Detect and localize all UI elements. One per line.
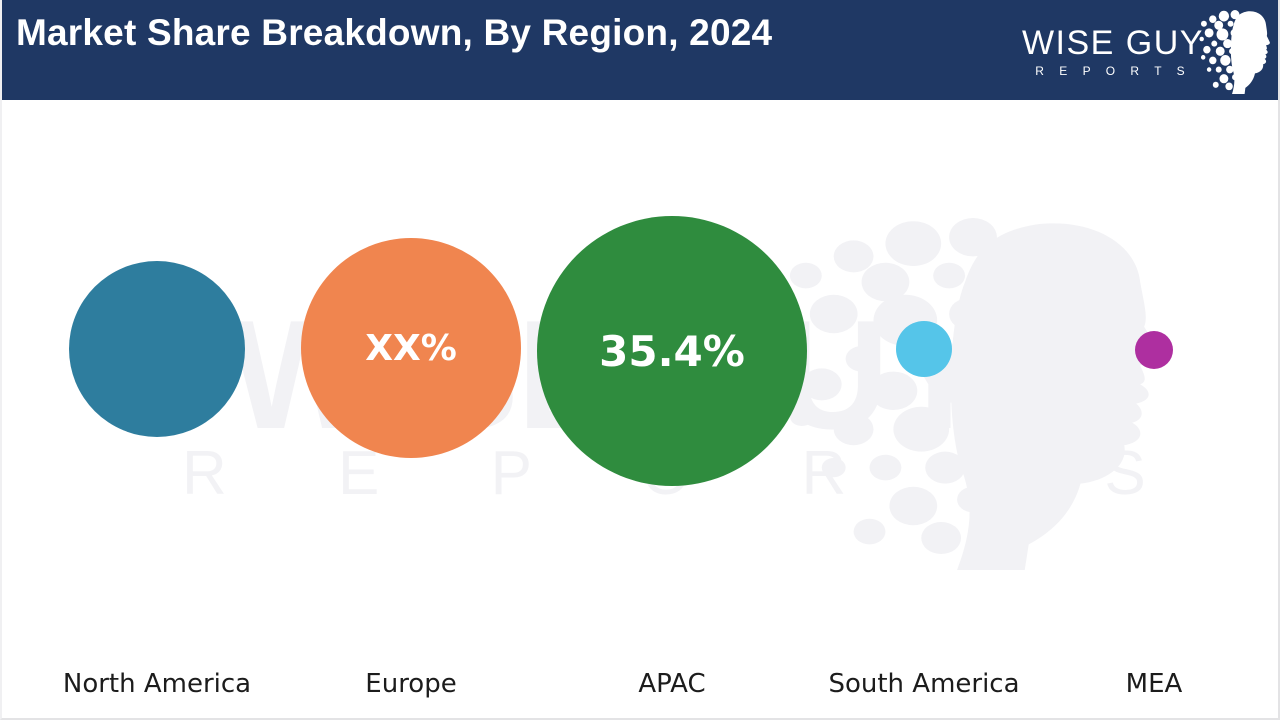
header: Market Share Breakdown, By Region, 2024 … [2,0,1278,100]
logo-wordmark: WISE GUY R E P O R T S [1021,24,1204,78]
category-label-north-america: North America [62,669,252,699]
logo-reports-text: R E P O R T S [1035,63,1191,78]
category-label-europe: Europe [365,669,457,699]
bubble-europe: XX% [301,238,521,458]
bubble-mea [1135,331,1173,369]
category-label-south-america: South America [828,669,1020,699]
bubble-apac: 35.4% [537,216,807,486]
bubble-south-america [896,321,952,377]
category-label-apac: APAC [638,669,706,699]
bubble-value-label: 35.4% [599,326,745,376]
wiseguy-logo: WISE GUY R E P O R T S [1022,10,1272,94]
chart-area: WISE GUY R E P O R T S North AmericaXX%E… [2,100,1278,718]
page-title: Market Share Breakdown, By Region, 2024 [16,12,773,53]
category-label-mea: MEA [1125,669,1183,699]
bubble-value-label: XX% [365,327,457,369]
logo-wise-guy-text: WISE GUY [1021,24,1204,63]
bubble-north-america [69,261,245,437]
